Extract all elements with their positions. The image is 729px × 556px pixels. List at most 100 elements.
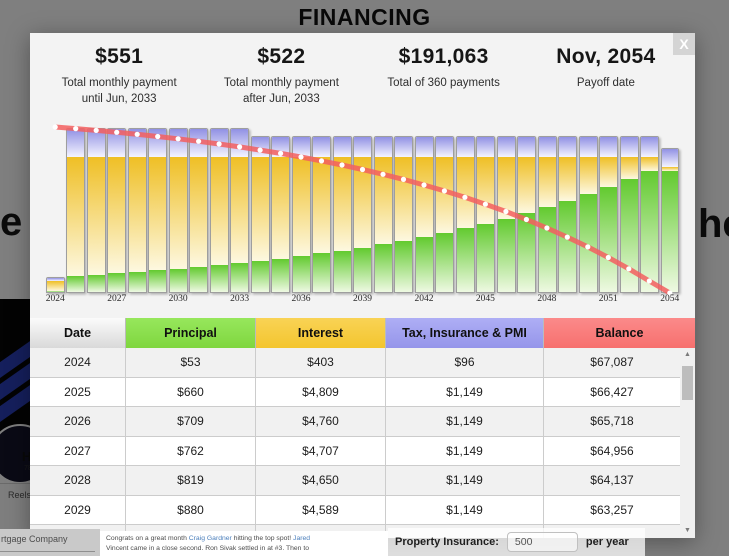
sec-tax-segment — [272, 137, 290, 158]
sec-int-segment — [47, 280, 64, 291]
x-axis-label: 2042 — [414, 294, 434, 304]
stacked-bar-2032 — [209, 127, 229, 293]
table-cell: $67,087 — [543, 348, 680, 377]
stacked-bar-2041 — [394, 136, 414, 293]
table-scrollbar[interactable]: ▲ ▼ — [680, 348, 695, 538]
stat-caption: Total monthly payment after Jun, 2033 — [200, 75, 362, 107]
caption-line: Payoff date — [576, 77, 635, 89]
x-axis-label: 2039 — [353, 294, 372, 304]
table-cell: $819 — [125, 466, 255, 495]
table-cell: 2027 — [64, 443, 91, 458]
column-header-tax: Tax, Insurance & PMI — [385, 318, 543, 348]
stat-payoff-date: Nov, 2054 Payoff date — [525, 45, 687, 107]
table-cell: 2024 — [64, 355, 91, 369]
stacked-bar-2035 — [271, 136, 291, 293]
stacked-bar-2044 — [455, 136, 475, 293]
stacked-bar-2042 — [414, 136, 434, 293]
column-header-balance: Balance — [543, 318, 695, 348]
sec-pri-segment — [641, 170, 658, 292]
stacked-bar-2051 — [599, 136, 619, 293]
table-cell: $1,149 — [385, 377, 543, 406]
stat-caption: Total monthly payment until Jun, 2033 — [38, 75, 200, 107]
stat-total-payments: $191,063 Total of 360 payments — [363, 45, 525, 107]
sec-int-segment — [190, 157, 208, 267]
table-cell: $709 — [125, 407, 255, 436]
sec-pri-segment — [436, 232, 454, 292]
table-cell: $4,809 — [255, 377, 385, 406]
sec-int-segment — [641, 157, 658, 171]
per-year-label: per year — [585, 536, 629, 548]
sec-pri-segment — [128, 271, 146, 292]
table-cell: $1,149 — [385, 436, 543, 465]
sec-pri-segment — [374, 244, 392, 292]
caption-line: Total monthly payment — [223, 77, 339, 89]
x-axis-label: 2033 — [230, 294, 250, 304]
sec-int-segment — [292, 157, 310, 257]
table-cell: $65,718 — [543, 407, 680, 436]
sec-pri-segment — [190, 266, 208, 292]
sec-int-segment — [415, 157, 433, 237]
close-icon[interactable]: X — [673, 33, 695, 55]
table-cell: $96 — [385, 348, 543, 377]
stacked-bar-2046 — [496, 136, 516, 293]
stat-caption: Total of 360 payments — [363, 75, 525, 91]
stacked-bar-2036 — [291, 136, 311, 293]
table-cell: $66,427 — [543, 377, 680, 406]
sec-pri-segment — [538, 207, 556, 292]
sec-tax-segment — [292, 137, 310, 158]
mention-link[interactable]: Craig Gardner — [188, 535, 232, 542]
stacked-bar-2048 — [537, 136, 557, 293]
sec-tax-segment — [620, 137, 638, 158]
sec-tax-segment — [661, 148, 679, 167]
x-axis-label: 2048 — [537, 294, 557, 304]
table-cell: $4,760 — [255, 407, 385, 436]
stacked-bar-2026 — [86, 127, 106, 293]
sec-int-segment — [497, 157, 515, 219]
x-axis-label: 2027 — [107, 294, 127, 304]
x-axis-label: 2045 — [475, 294, 495, 304]
business-category-label: rtgage Company — [1, 534, 68, 544]
table-cell: 2028 — [64, 473, 91, 487]
stat-monthly-until: $551 Total monthly payment until Jun, 20… — [38, 45, 200, 107]
stacked-bar-2047 — [517, 136, 537, 293]
sec-int-segment — [313, 157, 331, 254]
stacked-bar-2027 — [107, 127, 127, 293]
sec-tax-segment — [374, 137, 392, 158]
stacked-bar-2052 — [619, 136, 639, 293]
sec-pri-segment — [313, 253, 331, 292]
scrollbar-thumb[interactable] — [682, 366, 693, 400]
property-insurance-input[interactable] — [506, 532, 578, 552]
mention-link[interactable]: Jared — [293, 535, 311, 542]
sec-tax-segment — [600, 137, 618, 158]
sec-pri-segment — [251, 260, 269, 292]
table-cell: $4,707 — [255, 436, 385, 465]
table-cell: 2026 — [64, 414, 91, 428]
sec-tax-segment — [210, 128, 228, 158]
table-cell: 2025 — [64, 384, 91, 399]
sec-int-segment — [600, 157, 618, 187]
table-row-2028: 2028 $819 $4,650 $1,149 $64,137 — [30, 466, 680, 496]
sec-tax-segment — [251, 137, 269, 158]
sec-pri-segment — [579, 194, 597, 292]
stacked-bar-2031 — [189, 127, 209, 293]
sec-int-segment — [620, 157, 638, 180]
sec-tax-segment — [67, 128, 85, 158]
sec-tax-segment — [436, 137, 454, 158]
stacked-bar-2054 — [660, 147, 680, 293]
table-cell: $403 — [255, 348, 385, 377]
table-row-2025: 2025 $660 $4,809 $1,149 $66,427 — [30, 377, 680, 407]
sec-tax-segment — [395, 137, 413, 158]
sec-pri-segment — [559, 200, 577, 292]
scroll-down-icon[interactable]: ▼ — [684, 527, 691, 534]
sec-pri-segment — [149, 270, 167, 292]
sec-pri-segment — [518, 213, 536, 292]
caption-text: Congrats on a great month — [106, 535, 189, 542]
caption-line: after Jun, 2033 — [243, 93, 320, 105]
scroll-up-icon[interactable]: ▲ — [684, 351, 691, 358]
sec-pri-segment — [661, 171, 679, 292]
sec-tax-segment — [456, 137, 474, 158]
sec-int-segment — [128, 157, 146, 272]
stacked-bar-2029 — [148, 127, 168, 293]
sec-tax-segment — [149, 128, 167, 158]
business-category-card: rtgage Company — [0, 529, 100, 556]
